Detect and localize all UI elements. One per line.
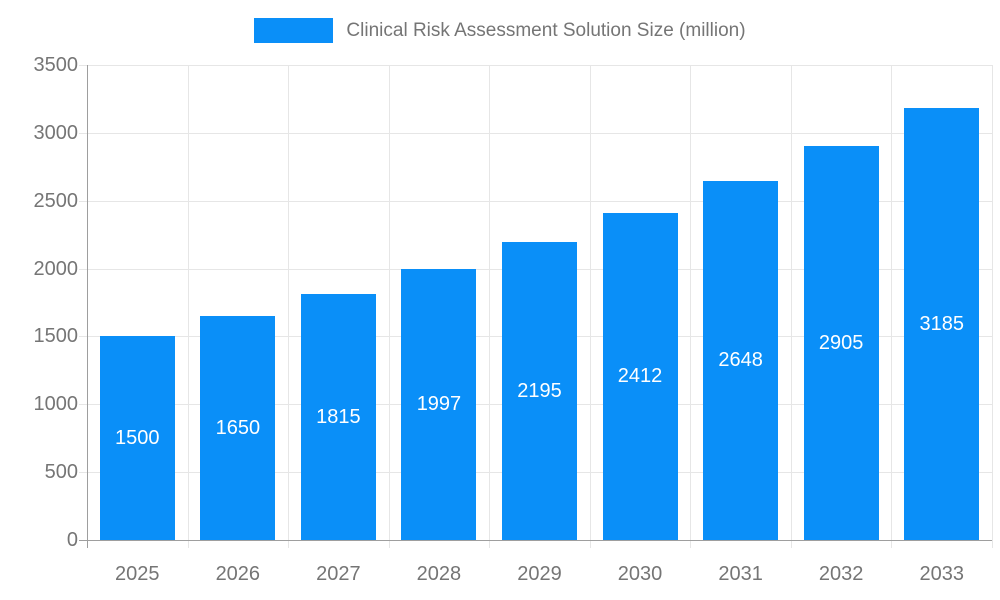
x-axis-tick-label: 2028 — [416, 563, 462, 585]
h-gridline-3000 — [79, 132, 992, 134]
y-axis-tick-label: 2500 — [33, 189, 79, 212]
bar-2026[interactable] — [200, 316, 276, 540]
v-gridline-6 — [690, 65, 692, 548]
x-axis-line — [79, 540, 992, 541]
bar-2031[interactable] — [703, 180, 779, 540]
v-gridline-7 — [790, 65, 792, 548]
v-gridline-9 — [992, 65, 993, 548]
v-gridline-3 — [388, 65, 390, 548]
bar-2029[interactable] — [502, 242, 577, 540]
bar-2033[interactable] — [904, 107, 980, 540]
x-axis-tick-label: 2032 — [818, 563, 864, 585]
h-gridline-3500 — [79, 65, 992, 66]
y-axis-tick-label: 2000 — [33, 257, 79, 280]
bar-2032[interactable] — [803, 145, 879, 540]
x-axis-tick-label: 2026 — [215, 563, 261, 585]
bar-2030[interactable] — [602, 212, 678, 540]
v-gridline-2 — [288, 65, 290, 548]
y-axis-tick-label: 3000 — [33, 121, 79, 144]
y-axis-tick-label: 1000 — [33, 393, 79, 416]
v-gridline-1 — [187, 65, 189, 548]
legend[interactable]: Clinical Risk Assessment Solution Size (… — [0, 18, 1000, 43]
x-axis-tick-label: 2031 — [718, 563, 763, 585]
x-axis-tick-label: 2027 — [316, 563, 361, 585]
bar-2027[interactable] — [300, 293, 376, 540]
v-gridline-8 — [891, 65, 893, 548]
h-gridline-2500 — [79, 200, 992, 202]
y-axis-tick-label: 500 — [44, 461, 78, 484]
y-axis-tick-label: 0 — [66, 529, 78, 551]
v-gridline-5 — [589, 65, 591, 548]
v-gridline-4 — [489, 65, 491, 548]
x-axis-tick-label: 2025 — [115, 563, 160, 585]
y-axis-tick-label: 3500 — [33, 54, 79, 76]
y-axis-line — [87, 65, 88, 548]
bar-2028[interactable] — [401, 268, 477, 540]
x-axis-tick-label: 2029 — [517, 563, 562, 585]
x-axis-tick-label: 2033 — [919, 563, 964, 585]
legend-swatch — [254, 18, 334, 43]
x-axis-tick-label: 2030 — [617, 563, 663, 585]
bar-2025[interactable] — [99, 336, 175, 540]
y-axis-tick-label: 1500 — [33, 325, 79, 348]
legend-label: Clinical Risk Assessment Solution Size (… — [346, 19, 746, 41]
